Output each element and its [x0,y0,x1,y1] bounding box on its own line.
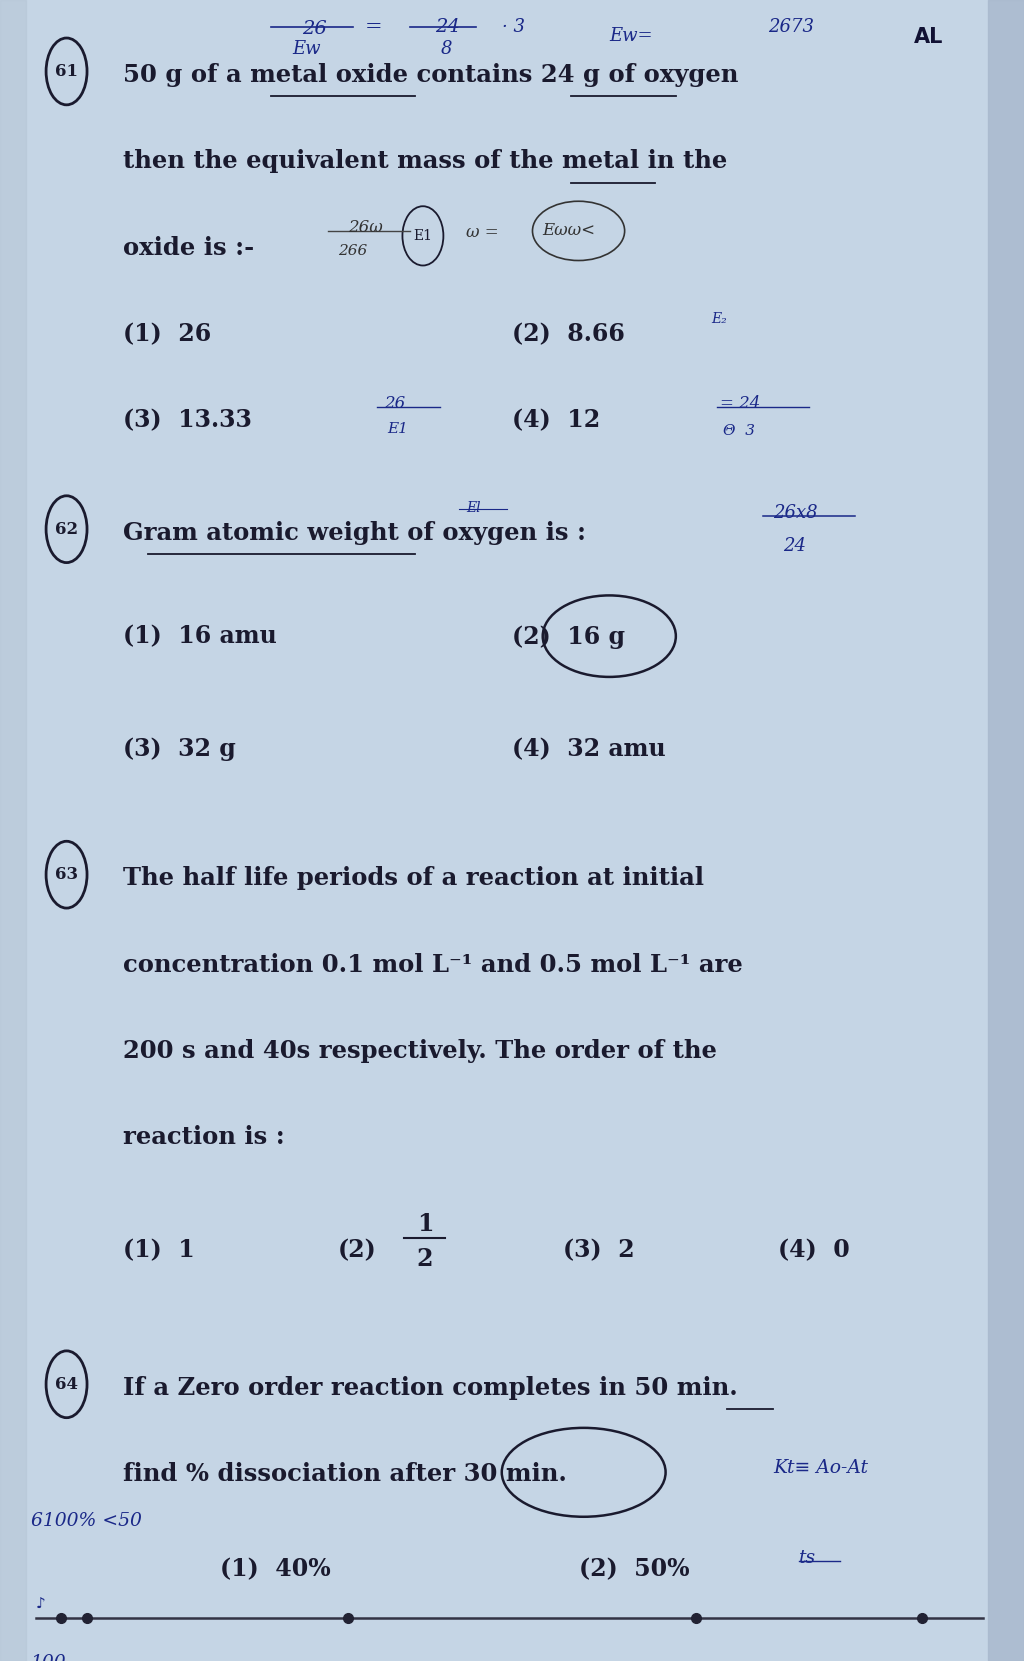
Text: concentration 0.1 mol L⁻¹ and 0.5 mol L⁻¹ are: concentration 0.1 mol L⁻¹ and 0.5 mol L⁻… [123,953,742,977]
Text: 6100% <50: 6100% <50 [31,1512,141,1530]
Text: 100: 100 [31,1654,67,1661]
Text: (4)  12: (4) 12 [512,409,600,432]
Text: 61: 61 [55,63,78,80]
Text: (1)  1: (1) 1 [123,1237,195,1262]
Text: · 3: · 3 [502,18,524,37]
Text: 24: 24 [783,538,806,555]
Text: Ew=: Ew= [609,27,653,45]
Text: (2): (2) [338,1237,377,1262]
Text: 24: 24 [435,18,460,37]
Text: 26: 26 [302,20,327,38]
Text: If a Zero order reaction completes in 50 min.: If a Zero order reaction completes in 50… [123,1375,737,1400]
Text: 266: 266 [338,244,368,257]
Text: (4)  0: (4) 0 [778,1237,850,1262]
Text: (2)  8.66: (2) 8.66 [512,322,625,345]
Text: = 24: = 24 [720,395,760,412]
Text: 1: 1 [417,1213,433,1236]
Text: Θ  3: Θ 3 [723,424,755,437]
Text: Eωω<: Eωω< [542,223,595,239]
Text: ♪: ♪ [36,1598,46,1611]
Text: (3)  13.33: (3) 13.33 [123,409,252,432]
Text: (2)  16 g: (2) 16 g [512,625,625,648]
Text: 64: 64 [55,1375,78,1394]
Text: 26x8: 26x8 [773,505,818,522]
Text: 26: 26 [384,395,406,412]
Text: Kt≡ Ao-At: Kt≡ Ao-At [773,1458,868,1477]
Text: (3)  2: (3) 2 [563,1237,635,1262]
Text: =: = [365,17,383,37]
Text: 50 g of a metal oxide contains 24 g of oxygen: 50 g of a metal oxide contains 24 g of o… [123,63,738,86]
Text: ts: ts [799,1550,816,1566]
Text: Gram atomic weight of oxygen is :: Gram atomic weight of oxygen is : [123,522,586,545]
Text: (4)  32 amu: (4) 32 amu [512,737,666,761]
Text: 2: 2 [417,1247,433,1271]
Text: 8: 8 [440,40,452,58]
Text: then the equivalent mass of the metal in the: then the equivalent mass of the metal in… [123,149,727,173]
Text: El: El [466,502,480,515]
Text: 200 s and 40s respectively. The order of the: 200 s and 40s respectively. The order of… [123,1040,717,1063]
Text: oxide is :-: oxide is :- [123,236,254,259]
Text: (3)  32 g: (3) 32 g [123,737,236,761]
Text: E1: E1 [387,422,408,435]
Text: 63: 63 [55,865,78,884]
Text: ω =: ω = [466,224,499,241]
Text: reaction is :: reaction is : [123,1126,285,1149]
Text: 62: 62 [55,520,78,538]
Text: The half life periods of a reaction at initial: The half life periods of a reaction at i… [123,867,703,890]
Text: Ew: Ew [292,40,321,58]
Text: (1)  40%: (1) 40% [220,1558,331,1581]
Text: 26ω: 26ω [348,219,383,236]
Text: (1)  26: (1) 26 [123,322,211,345]
Text: E1: E1 [414,229,432,243]
Text: E₂: E₂ [712,312,727,326]
Text: AL: AL [913,27,943,47]
Text: 2673: 2673 [768,18,814,37]
Text: (2)  50%: (2) 50% [579,1558,689,1581]
Text: (1)  16 amu: (1) 16 amu [123,625,276,648]
Text: find % dissociation after 30 min.: find % dissociation after 30 min. [123,1462,566,1487]
